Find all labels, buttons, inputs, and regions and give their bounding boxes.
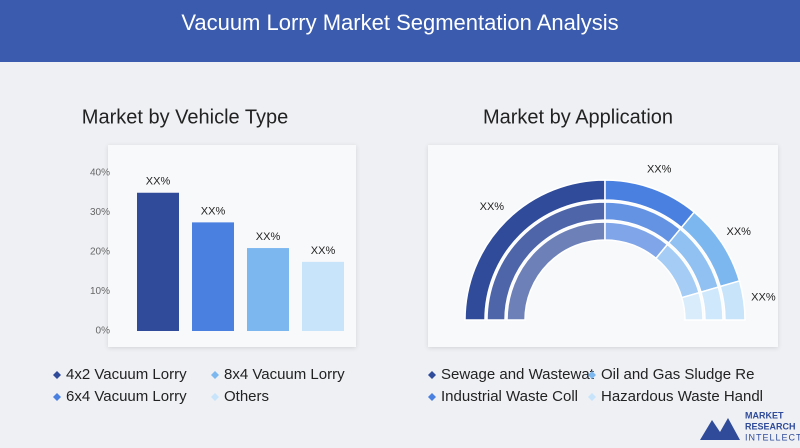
- legend-marker: [53, 371, 61, 379]
- legend-label: 8x4 Vacuum Lorry: [224, 366, 345, 383]
- bar: [302, 261, 344, 331]
- value-label: XX%: [726, 226, 751, 238]
- legend-marker: [588, 393, 596, 401]
- bar: [137, 192, 179, 331]
- ring-shade: [605, 202, 681, 243]
- legend-label: Oil and Gas Sludge Re: [601, 366, 754, 383]
- legend-marker: [428, 371, 436, 379]
- legend-label: Others: [224, 388, 269, 405]
- bar: [247, 248, 289, 331]
- page-title: Vacuum Lorry Market Segmentation Analysi…: [181, 10, 618, 35]
- header-band: [0, 0, 800, 62]
- ring-shade: [507, 222, 605, 320]
- y-tick-label: 10%: [90, 286, 110, 297]
- bar: [192, 222, 234, 331]
- logo-text: INTELLECT: [745, 432, 800, 442]
- donut-segment: [719, 280, 746, 321]
- value-label: XX%: [480, 201, 505, 213]
- ring-shade: [681, 292, 703, 320]
- y-tick-label: 20%: [90, 247, 110, 258]
- y-tick-label: 0%: [96, 326, 111, 337]
- value-label: XX%: [647, 163, 672, 175]
- donut-segment: [700, 286, 724, 321]
- legend-marker: [211, 371, 219, 379]
- panel-title: Market by Application: [483, 106, 673, 128]
- value-label: XX%: [146, 176, 171, 188]
- value-label: XX%: [751, 291, 776, 303]
- ring-shade: [655, 244, 700, 298]
- legend-label: Sewage and Wastewat: [441, 366, 595, 383]
- y-tick-label: 30%: [90, 207, 110, 218]
- value-label: XX%: [256, 231, 281, 243]
- legend-label: Hazardous Waste Handl: [601, 388, 763, 405]
- legend-marker: [211, 393, 219, 401]
- ring-shade: [487, 202, 605, 320]
- value-label: XX%: [311, 245, 336, 257]
- legend-label: Industrial Waste Coll: [441, 388, 578, 405]
- legend-marker: [428, 393, 436, 401]
- legend-label: 4x2 Vacuum Lorry: [66, 366, 187, 383]
- ring-shade: [701, 287, 723, 320]
- ring-shade: [668, 229, 719, 293]
- donut-segment: [680, 291, 704, 321]
- ring-shade: [605, 222, 668, 259]
- y-tick-label: 40%: [90, 168, 110, 179]
- legend-marker: [588, 371, 596, 379]
- logo-text: RESEARCH: [745, 421, 796, 431]
- logo: MARKET RESEARCH INTELLECT: [700, 410, 800, 442]
- logo-mark: [700, 418, 740, 440]
- panel-title: Market by Vehicle Type: [82, 106, 288, 128]
- legend-label: 6x4 Vacuum Lorry: [66, 388, 187, 405]
- legend-marker: [53, 393, 61, 401]
- value-label: XX%: [201, 205, 226, 217]
- logo-text: MARKET: [745, 410, 784, 420]
